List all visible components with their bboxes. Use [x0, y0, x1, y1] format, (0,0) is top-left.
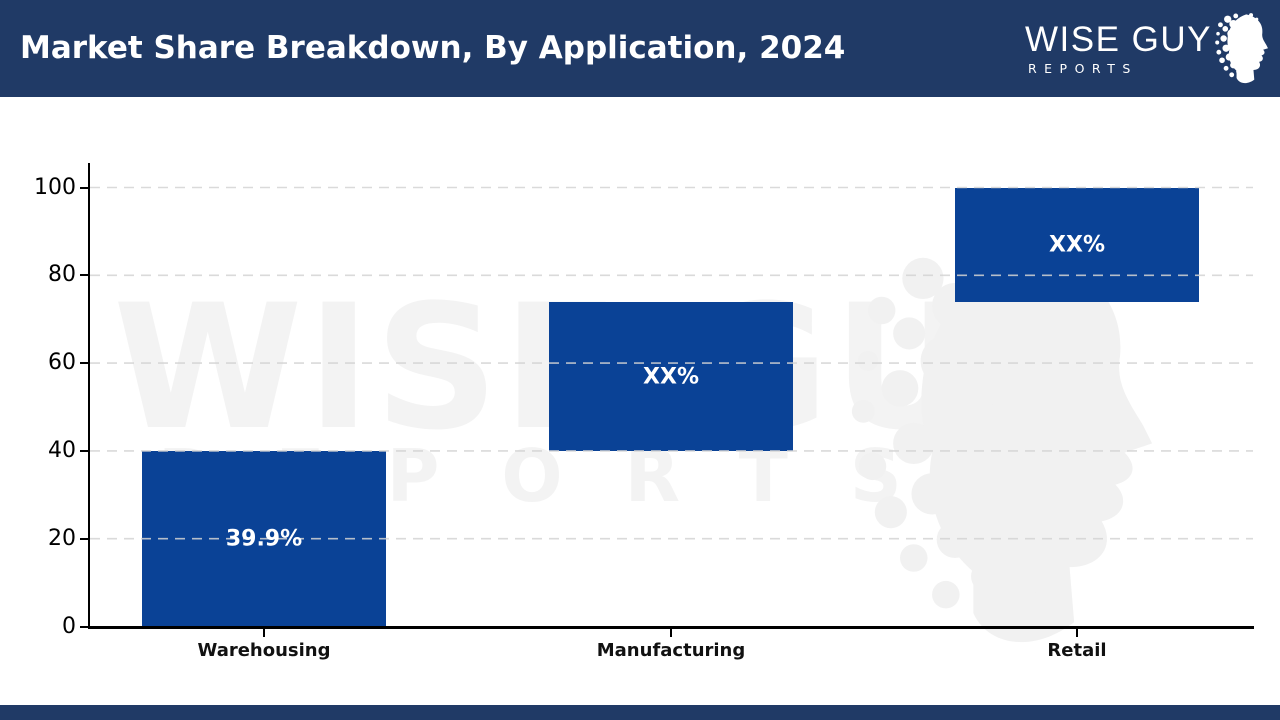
- category-label: Manufacturing: [596, 640, 746, 661]
- chart-title: Market Share Breakdown, By Application, …: [20, 30, 846, 66]
- y-tick-label: 100: [34, 174, 76, 200]
- y-tick: [80, 449, 88, 452]
- header-bar: Market Share Breakdown, By Application, …: [0, 0, 1280, 97]
- logo-face-icon: [1214, 10, 1272, 88]
- y-tick: [80, 362, 88, 365]
- bar-manufacturing: [549, 302, 793, 452]
- y-axis-spine: [88, 163, 90, 628]
- logo-wordmark: WISE GUY: [1024, 19, 1212, 59]
- category-label: Retail: [1047, 640, 1107, 661]
- x-tick: [670, 629, 672, 637]
- bar-value-label: XX%: [1049, 232, 1105, 258]
- y-tick: [80, 274, 88, 277]
- x-tick: [263, 629, 265, 637]
- category-label: Warehousing: [197, 640, 331, 661]
- y-tick: [80, 186, 88, 189]
- brand-logo: WISE GUY REPORTS: [1025, 7, 1272, 91]
- logo-text: WISE GUY REPORTS: [1024, 19, 1212, 77]
- footer-bar: [0, 705, 1280, 720]
- y-tick-label: 80: [48, 262, 76, 288]
- y-tick-label: 20: [48, 525, 76, 551]
- bar-value-label: 39.9%: [225, 526, 303, 552]
- bar-value-label: XX%: [643, 364, 699, 390]
- y-tick-label: 60: [48, 350, 76, 376]
- y-tick-label: 40: [48, 437, 76, 463]
- x-axis-spine: [88, 626, 1254, 629]
- y-tick-label: 0: [62, 613, 76, 639]
- y-tick: [80, 537, 88, 540]
- logo-subtitle: REPORTS: [1027, 61, 1138, 77]
- y-tick: [80, 625, 88, 628]
